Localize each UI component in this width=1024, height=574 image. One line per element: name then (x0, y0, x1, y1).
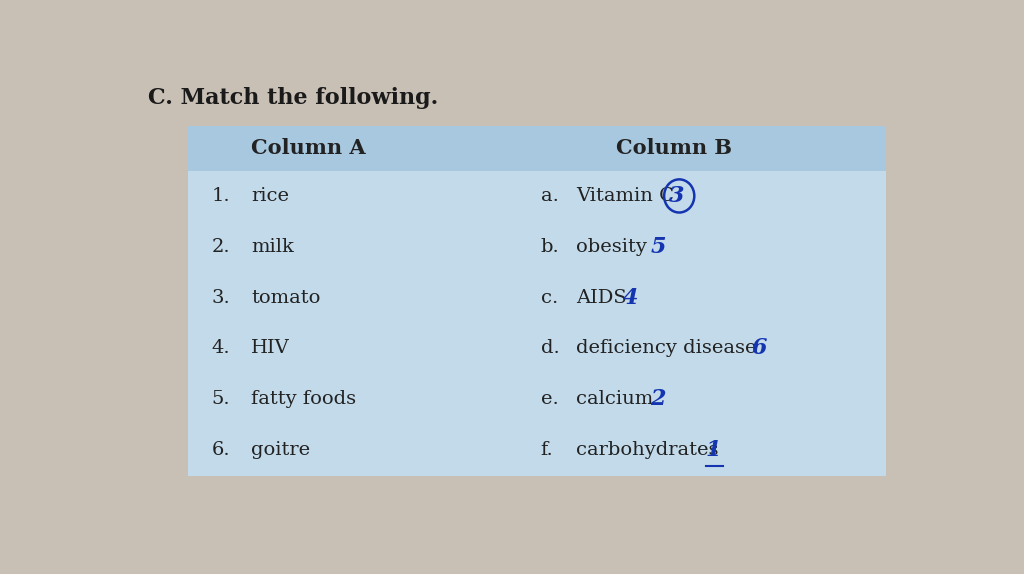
Text: AIDS: AIDS (577, 289, 627, 307)
Text: 6.: 6. (211, 441, 230, 459)
Text: c.: c. (541, 289, 558, 307)
Text: 1: 1 (706, 439, 721, 461)
Text: milk: milk (251, 238, 294, 256)
Text: 4.: 4. (211, 339, 230, 358)
Text: goitre: goitre (251, 441, 310, 459)
Text: obesity: obesity (577, 238, 647, 256)
Text: fatty foods: fatty foods (251, 390, 356, 408)
Text: 4: 4 (623, 286, 638, 309)
Text: a.: a. (541, 187, 558, 205)
Text: e.: e. (541, 390, 558, 408)
Text: 3: 3 (669, 185, 684, 207)
Text: Vitamin C: Vitamin C (577, 187, 675, 205)
Text: 5: 5 (650, 236, 666, 258)
Text: calcium: calcium (577, 390, 653, 408)
Text: Column B: Column B (616, 138, 732, 158)
FancyBboxPatch shape (187, 126, 886, 170)
Text: HIV: HIV (251, 339, 290, 358)
Text: 2.: 2. (211, 238, 230, 256)
Text: carbohydrates: carbohydrates (577, 441, 719, 459)
Text: d.: d. (541, 339, 559, 358)
FancyBboxPatch shape (187, 126, 886, 475)
Text: 5.: 5. (211, 390, 230, 408)
Text: 1.: 1. (211, 187, 230, 205)
Text: f.: f. (541, 441, 553, 459)
Text: tomato: tomato (251, 289, 321, 307)
Text: deficiency disease: deficiency disease (577, 339, 757, 358)
Text: Column A: Column A (251, 138, 366, 158)
Text: 6: 6 (752, 338, 767, 359)
Text: 2: 2 (650, 388, 666, 410)
Text: b.: b. (541, 238, 559, 256)
Text: rice: rice (251, 187, 289, 205)
Text: 3.: 3. (211, 289, 230, 307)
Text: C. Match the following.: C. Match the following. (147, 87, 438, 108)
